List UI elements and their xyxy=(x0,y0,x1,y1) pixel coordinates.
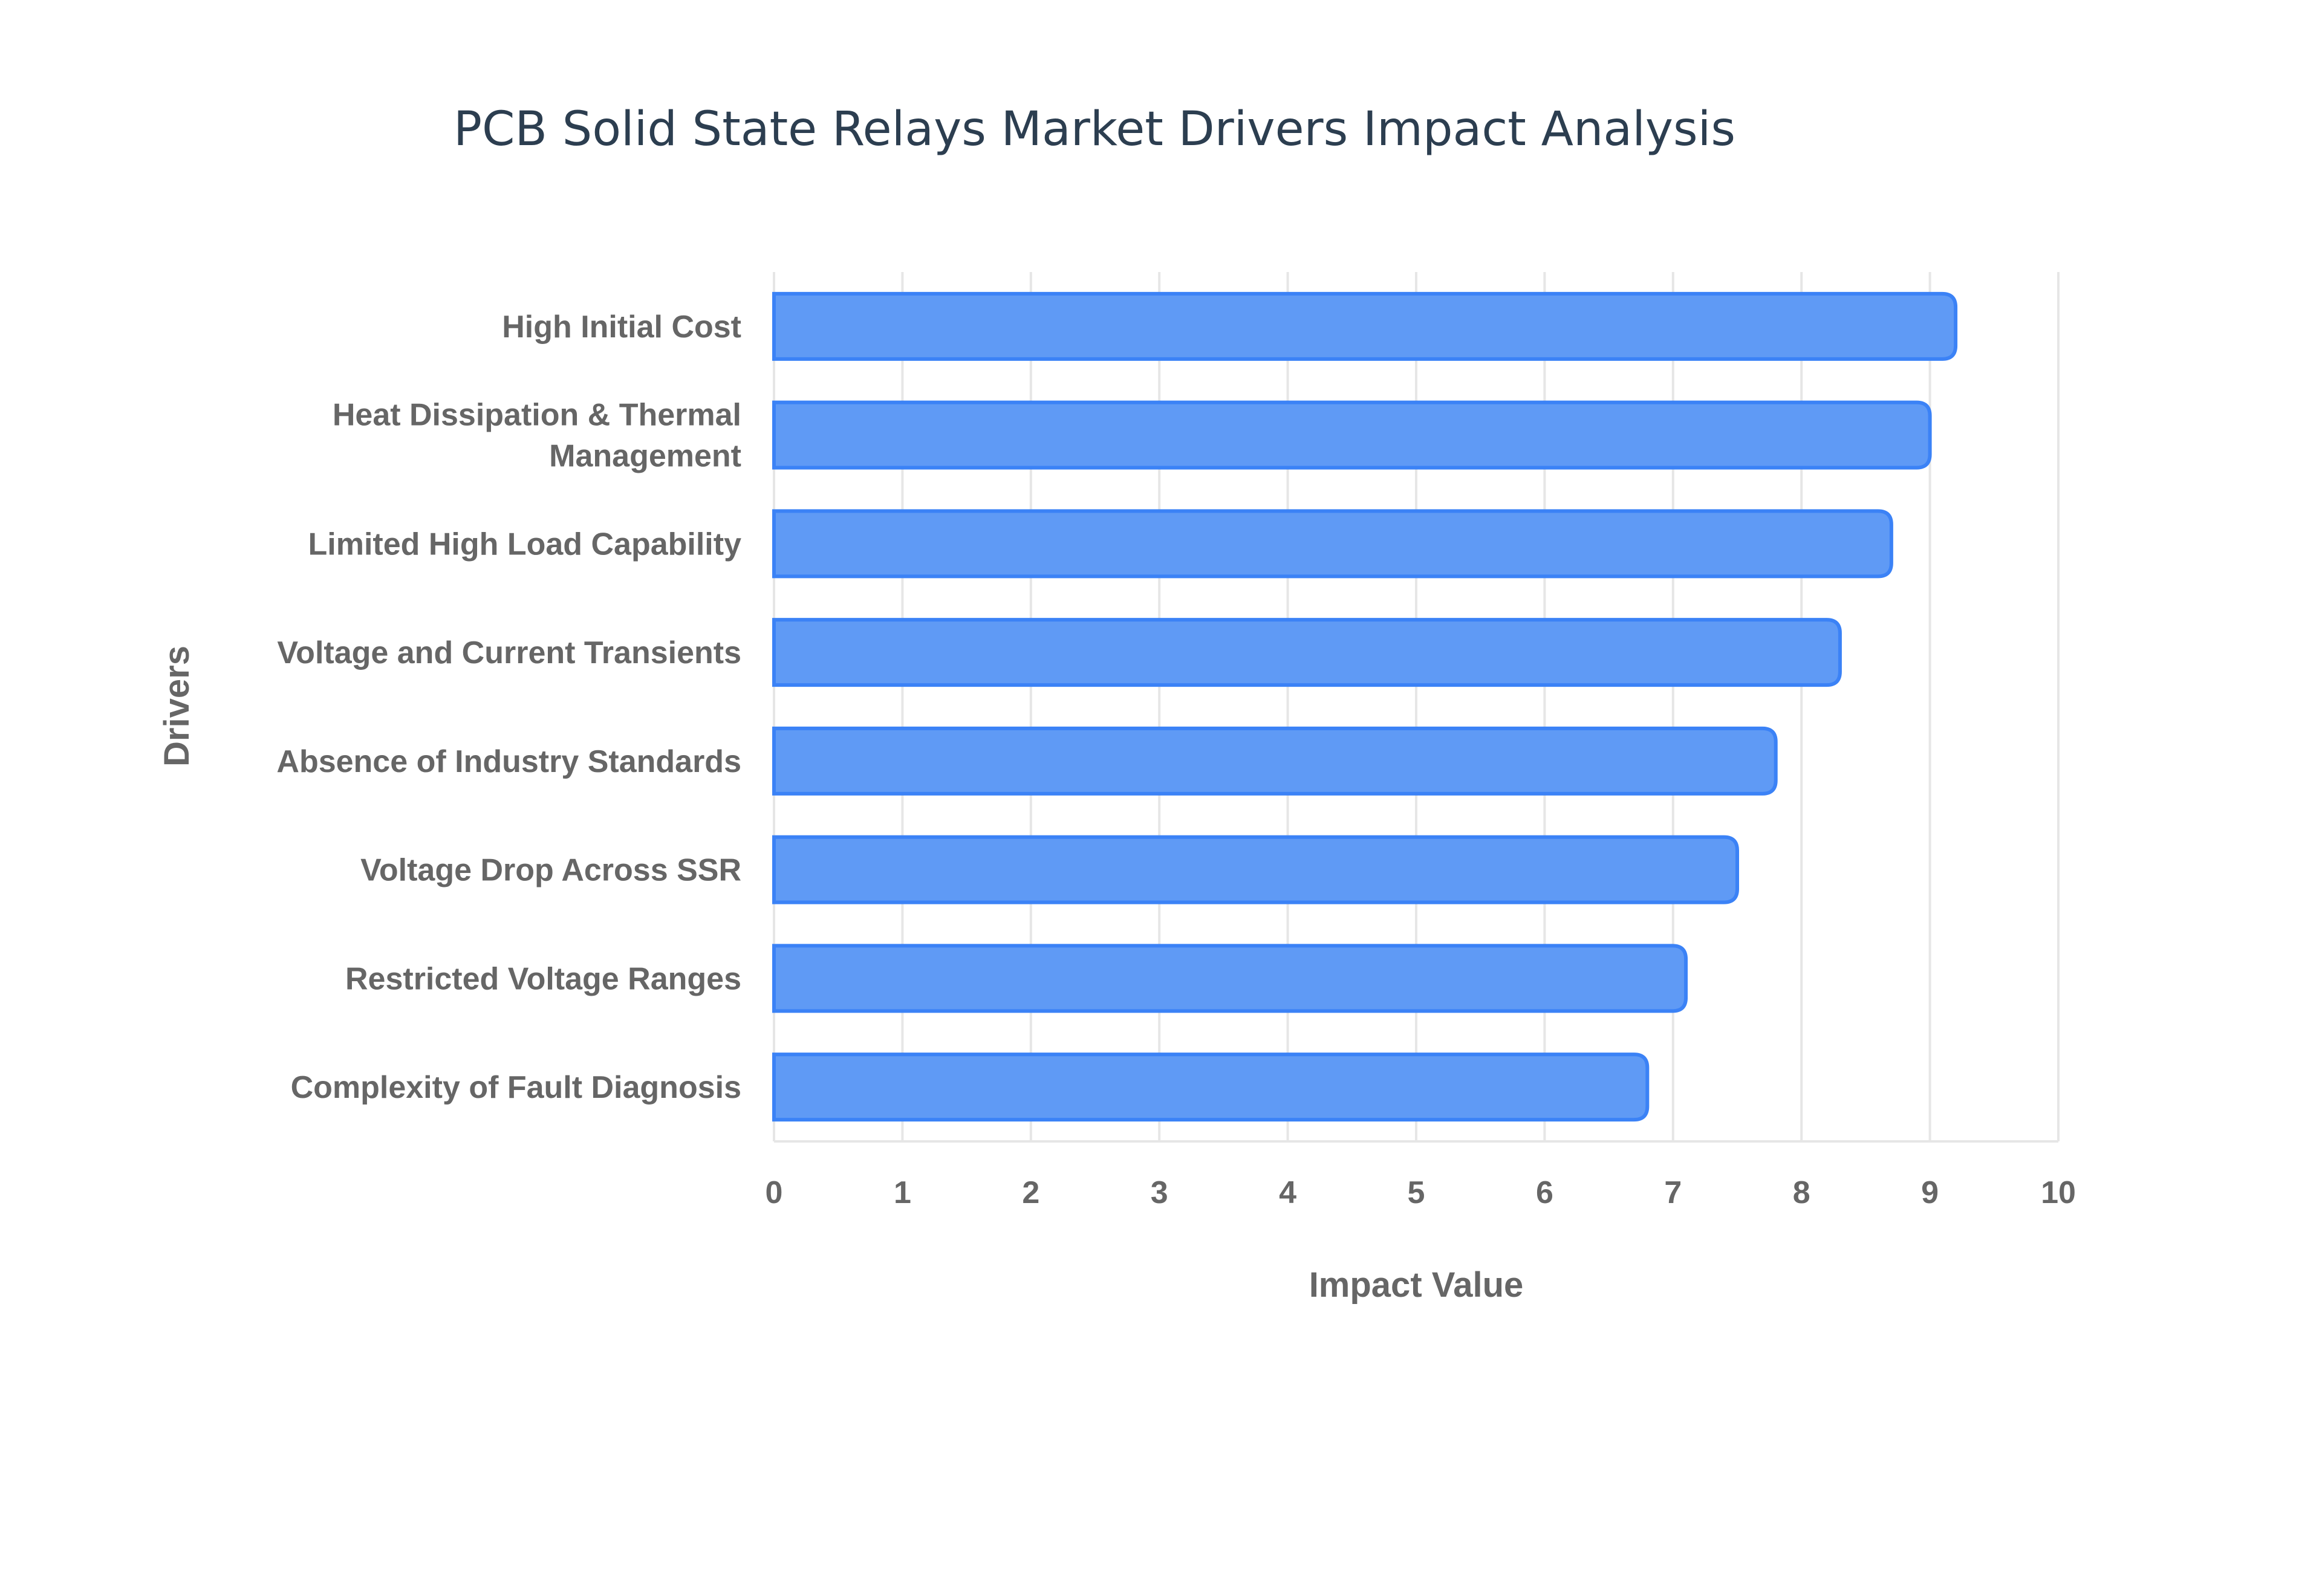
x-tick-label: 2 xyxy=(1022,1175,1039,1210)
bar xyxy=(772,291,1958,361)
bars xyxy=(772,291,1958,1122)
category-label: Complexity of Fault Diagnosis xyxy=(291,1070,741,1105)
category-label: Voltage Drop Across SSR xyxy=(360,853,741,888)
category-label: Voltage and Current Transients xyxy=(277,635,741,670)
x-tick-label: 6 xyxy=(1536,1175,1553,1210)
category-labels: High Initial Cost Heat Dissipation & Ther… xyxy=(276,310,741,1105)
category-label: Limited High Load Capability xyxy=(308,527,742,562)
bar xyxy=(772,1053,1650,1122)
category-label: Heat Dissipation & Thermal Management xyxy=(333,398,741,474)
bar xyxy=(772,726,1778,796)
x-tick-label: 8 xyxy=(1793,1175,1810,1210)
x-tick-label: 0 xyxy=(766,1175,783,1210)
x-tick-label: 5 xyxy=(1408,1175,1425,1210)
x-axis-title: Impact Value xyxy=(1309,1265,1524,1305)
category-label: Restricted Voltage Ranges xyxy=(345,961,741,996)
x-tick-label: 10 xyxy=(2041,1175,2076,1210)
category-label: Absence of Industry Standards xyxy=(276,744,741,779)
bar xyxy=(772,944,1688,1013)
x-tick-label: 9 xyxy=(1921,1175,1939,1210)
bar xyxy=(772,400,1932,470)
x-tick-label: 1 xyxy=(894,1175,911,1210)
bar xyxy=(772,618,1842,687)
x-tick-label: 3 xyxy=(1151,1175,1168,1210)
y-axis-title: Drivers xyxy=(157,646,197,767)
chart-title: PCB Solid State Relays Market Drivers Im… xyxy=(454,102,1735,157)
category-label: High Initial Cost xyxy=(502,310,741,345)
x-tick-labels: 0 1 2 3 4 5 6 7 8 9 10 xyxy=(766,1175,2076,1210)
x-tick-label: 7 xyxy=(1664,1175,1682,1210)
bar xyxy=(772,509,1893,579)
x-tick-label: 4 xyxy=(1279,1175,1296,1210)
bar xyxy=(772,835,1739,904)
